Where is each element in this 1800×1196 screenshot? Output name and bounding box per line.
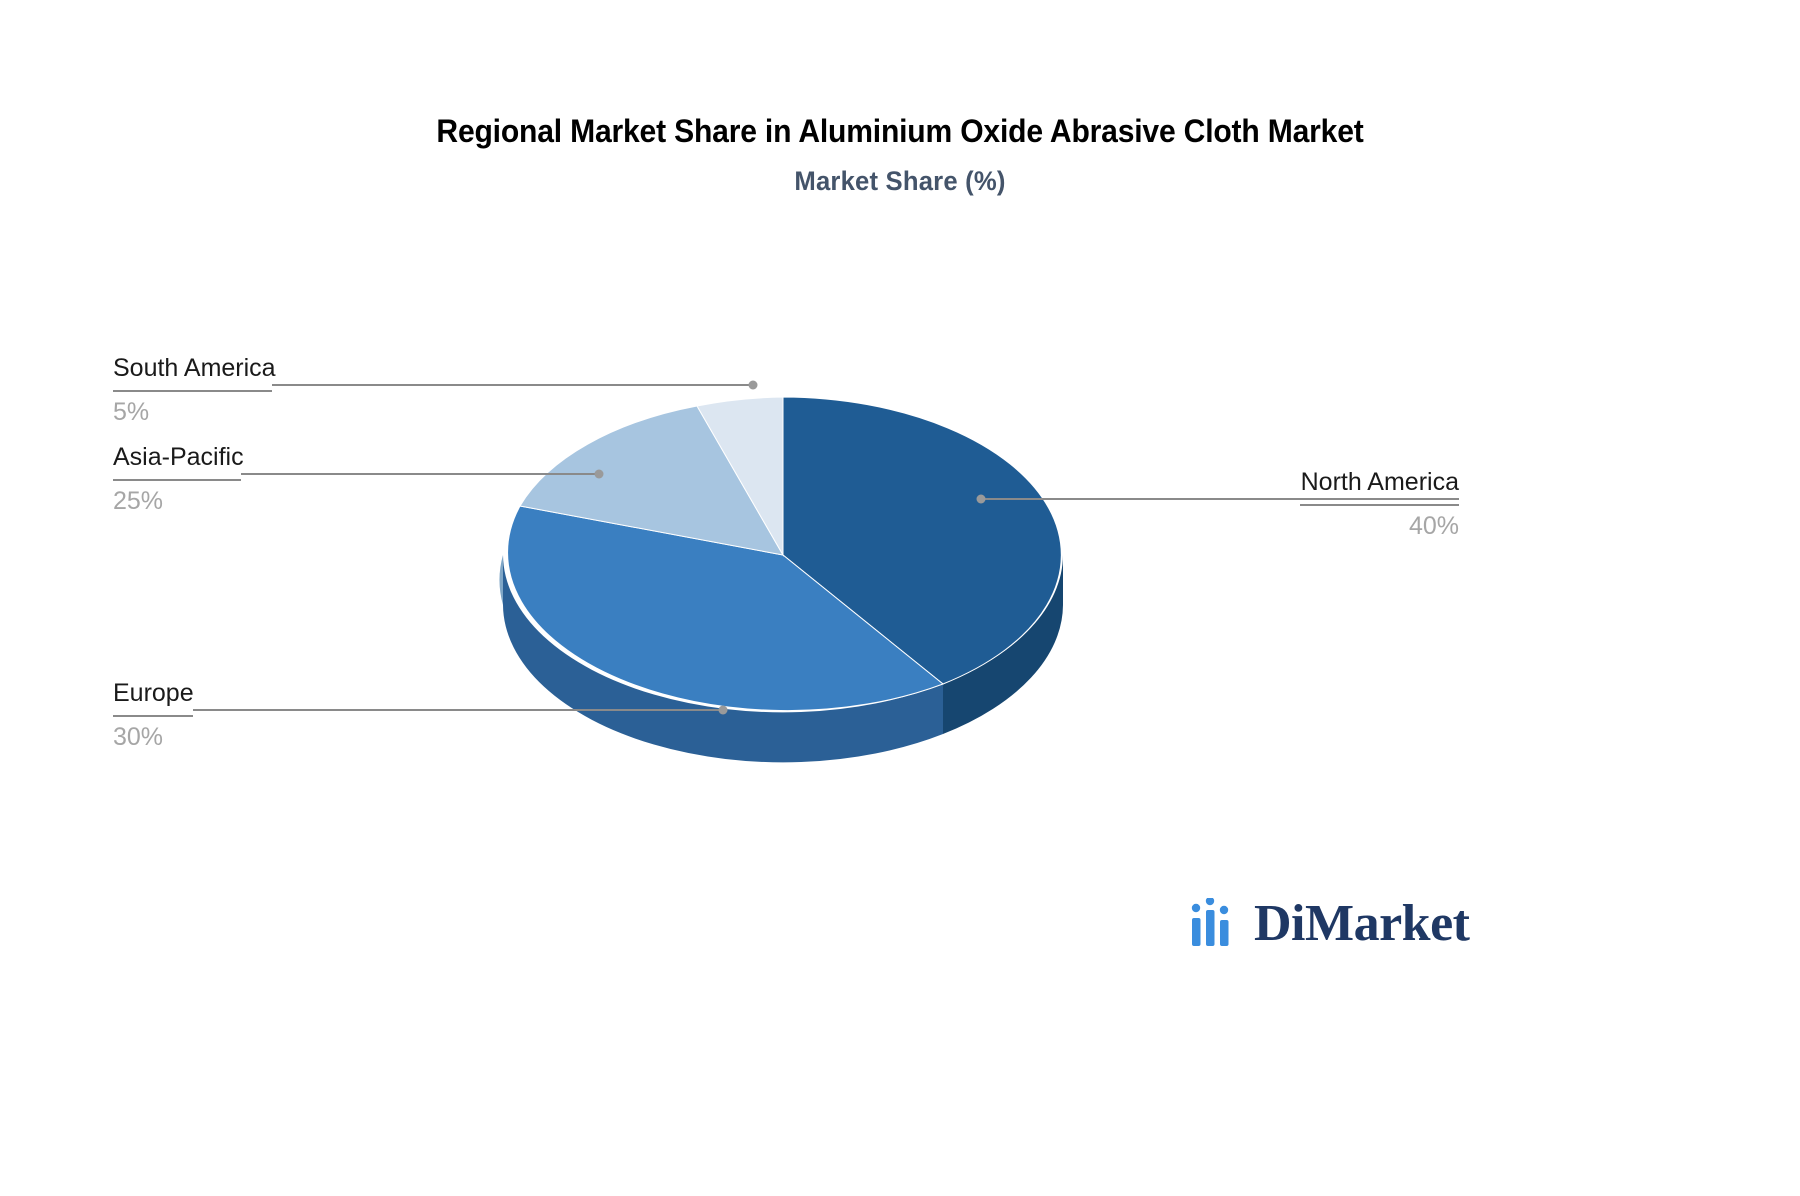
north-america-slice-side [943,555,1063,734]
callout-north-america: North America 40% [1300,470,1459,539]
callout-label-asia-pacific: Asia-Pacific [113,443,244,471]
callout-south-america: South America 5% [113,354,276,426]
chart-subtitle: Market Share (%) [794,166,1006,196]
callout-value-asia-pacific: 25% [113,487,164,515]
asia-pacific-slice-side [499,555,503,605]
leader-dot-north-america [976,494,986,504]
bar-chart-icon [1191,898,1229,946]
callout-value-north-america: 40% [1408,512,1459,540]
dimarket-logo: DiMarket [1188,895,1470,952]
leader-dot-south-america [748,380,758,390]
callout-rule-north-america [1300,504,1459,506]
callout-label-south-america: South America [113,354,276,382]
callout-rule-asia-pacific [113,479,241,481]
slice-north-america[interactable] [782,396,1062,685]
callout-label-europe: Europe [113,679,194,707]
callout-value-europe: 30% [113,723,164,751]
slice-asia-pacific[interactable] [519,405,784,556]
slice-south-america[interactable] [696,396,784,557]
callout-asia-pacific: Asia-Pacific 25% [113,443,244,515]
leader-lines [193,380,1459,715]
callout-europe: Europe 30% [113,679,194,751]
slice-europe[interactable] [507,505,944,712]
callout-rule-europe [113,715,193,717]
callout-label-north-america: North America [1300,468,1459,496]
callout-value-south-america: 5% [113,398,150,426]
leader-dot-europe [718,705,728,715]
callout-rule-south-america [113,390,272,392]
dimarket-wordmark: DiMarket [1254,895,1470,952]
leader-dot-asia-pacific [594,469,604,479]
pie-top-face [507,396,1062,712]
chart-title: Regional Market Share in Aluminium Oxide… [436,113,1364,149]
